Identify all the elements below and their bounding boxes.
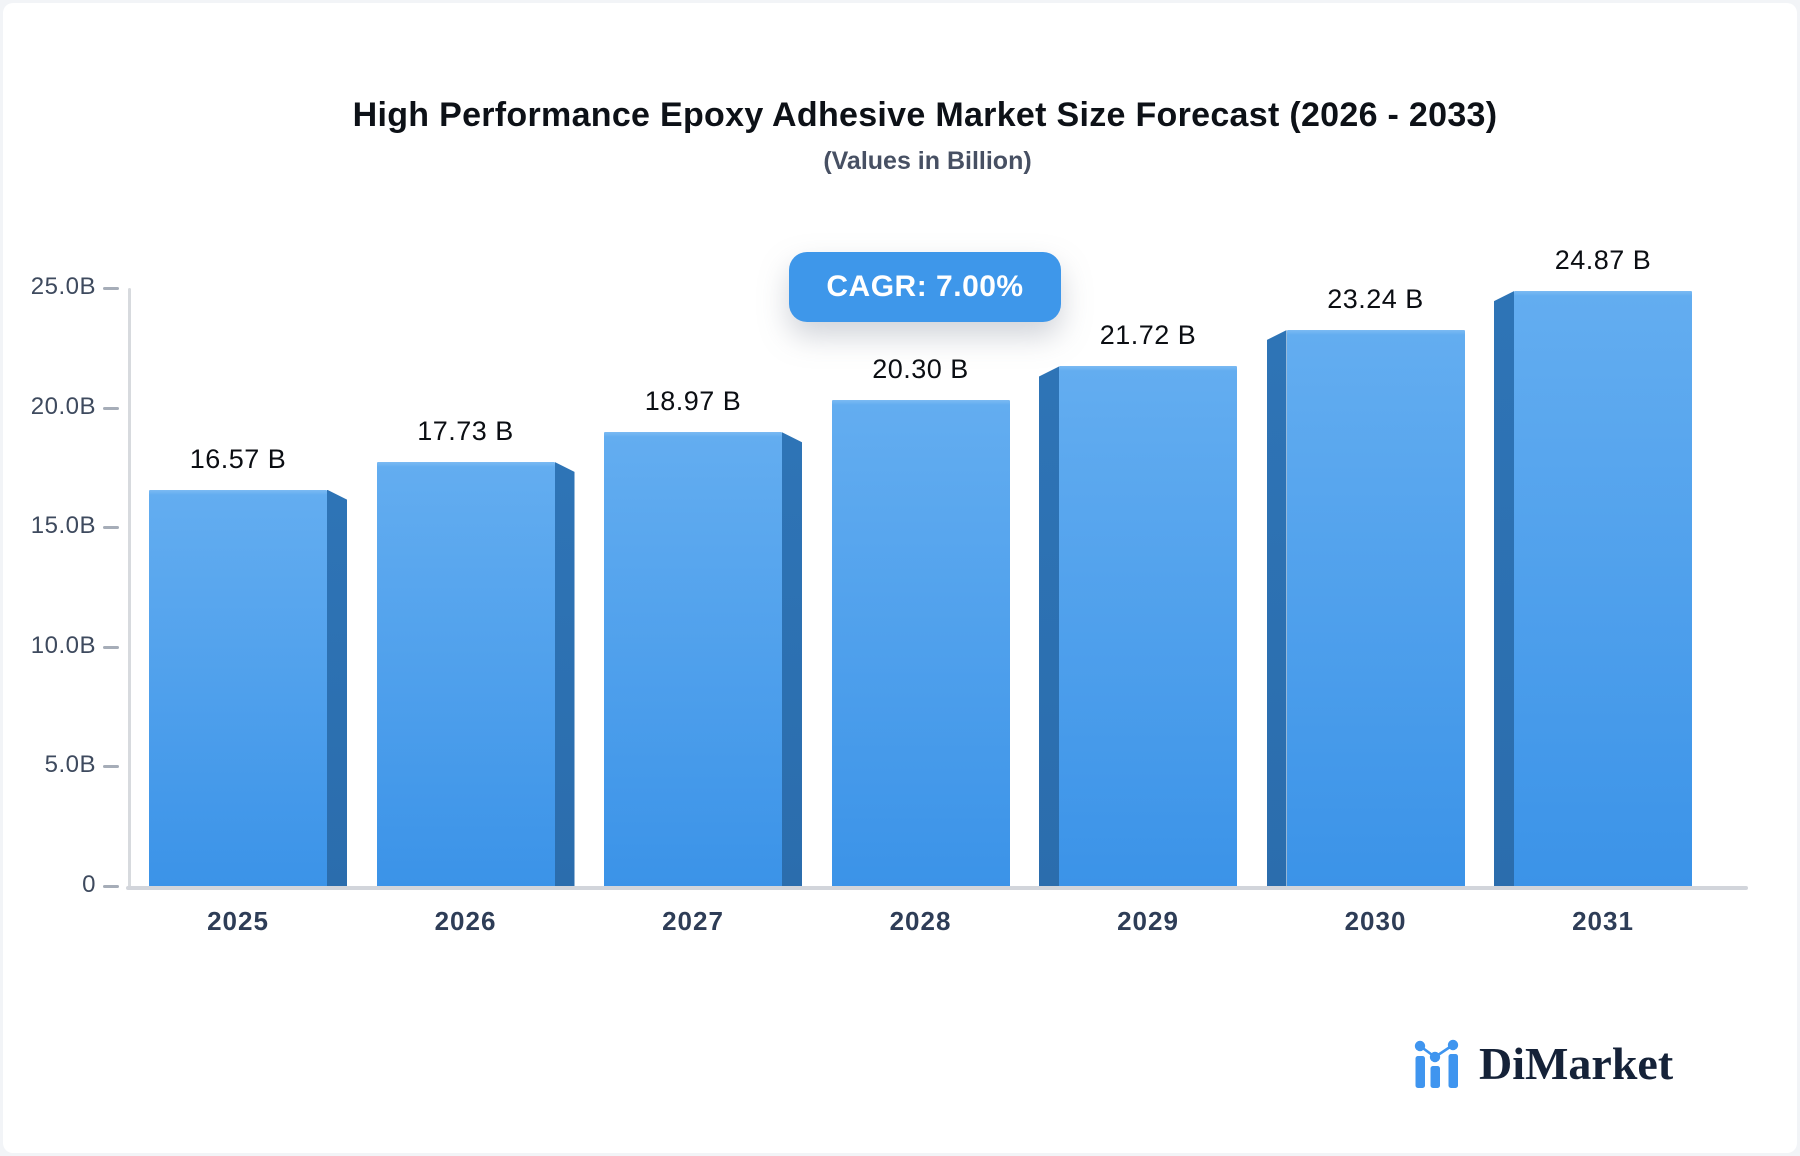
x-tick-label: 2027 (662, 906, 724, 936)
y-tick-label: 25.0B (30, 273, 96, 300)
bar[interactable] (149, 489, 327, 886)
y-tick-label: 0 (82, 871, 96, 898)
bar-value-label: 21.72 B (1099, 320, 1197, 351)
x-axis-line (126, 886, 1748, 890)
y-tick-mark (103, 406, 119, 410)
dimarket-logo[interactable]: DiMarket (1413, 1038, 1673, 1090)
x-tick-label: 2031 (1572, 906, 1634, 936)
y-tick-label: 15.0B (30, 512, 96, 540)
bar-3d-side (554, 461, 575, 886)
x-tick-label: 2030 (1344, 906, 1407, 936)
y-tick-mark (103, 645, 119, 649)
bar-value-label: 17.73 B (417, 415, 514, 446)
bar-value-label: 18.97 B (644, 386, 742, 417)
bar-value-label: 16.57 B (189, 443, 287, 474)
y-axis-line (128, 288, 131, 889)
bar-value-label: 24.87 B (1554, 245, 1652, 276)
y-tick-label: 10.0B (30, 631, 96, 659)
bar-3d-side (1494, 291, 1514, 886)
bar[interactable] (376, 461, 555, 886)
x-tick-label: 2029 (1117, 906, 1179, 936)
x-tick-label: 2025 (207, 906, 269, 936)
y-tick-mark (103, 885, 119, 888)
x-tick-label: 2026 (434, 906, 497, 936)
bar-line-chart-icon (1414, 1039, 1459, 1088)
y-tick-label: 5.0B (44, 751, 96, 779)
chart-title: High Performance Epoxy Adhesive Market S… (352, 96, 1498, 134)
y-tick-mark (103, 765, 119, 769)
bar[interactable] (831, 400, 1010, 886)
y-tick-mark (103, 526, 119, 530)
bar[interactable] (1514, 291, 1692, 886)
x-tick-label: 2028 (889, 906, 952, 936)
dimarket-logo-text: DiMarket (1479, 1038, 1674, 1089)
bar[interactable] (1059, 366, 1237, 886)
y-tick-mark (103, 287, 119, 290)
bar-3d-side (1039, 366, 1059, 886)
bar[interactable] (604, 432, 782, 886)
bar-3d-side (327, 489, 347, 886)
bar-value-label: 20.30 B (872, 354, 969, 385)
y-tick-label: 20.0B (30, 392, 96, 420)
bar-3d-side (782, 432, 802, 886)
bar[interactable] (1286, 330, 1465, 886)
cagr-badge: CAGR: 7.00% (789, 252, 1061, 322)
chart-subtitle: (Values in Billion) (823, 147, 1032, 175)
bar-value-label: 23.24 B (1327, 284, 1424, 315)
bar-3d-side (1266, 330, 1287, 886)
